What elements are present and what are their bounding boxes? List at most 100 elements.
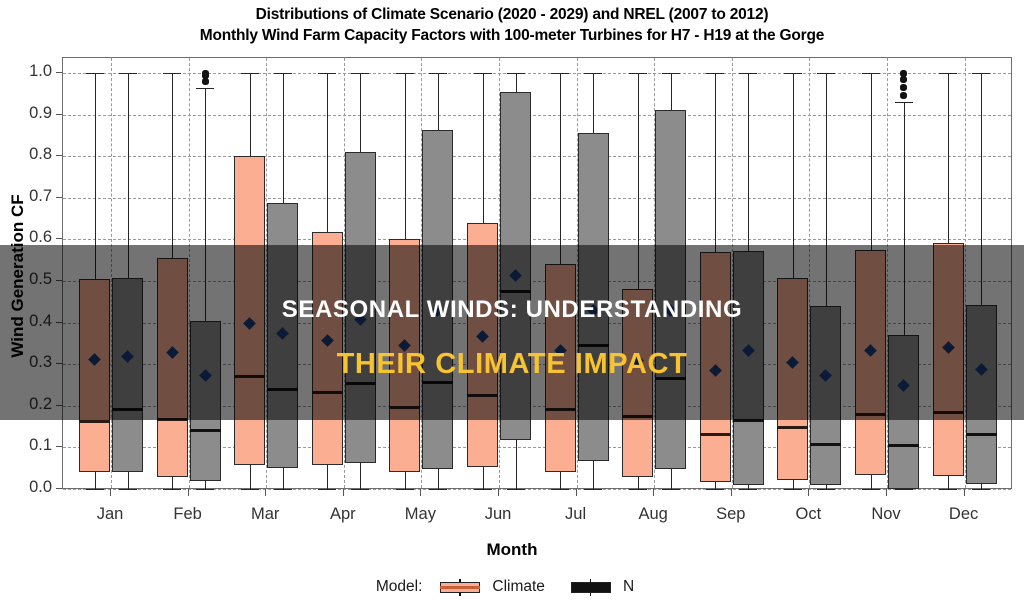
whisker-cap <box>706 489 725 490</box>
x-tick-label: Feb <box>173 505 202 523</box>
gridline-horizontal <box>63 73 1011 74</box>
whisker-cap <box>739 73 758 74</box>
y-tick-label: 0.2 <box>29 394 52 413</box>
outlier-point <box>201 69 209 77</box>
x-tick-mark <box>187 489 189 496</box>
x-tick-label: Mar <box>250 505 280 523</box>
x-tick-label: Aug <box>638 505 668 523</box>
whisker-cap <box>661 73 680 74</box>
median-line <box>810 442 842 446</box>
whisker-cap <box>428 489 447 490</box>
y-tick-mark <box>56 113 62 115</box>
x-tick-mark <box>653 489 655 496</box>
x-tick-label: Nov <box>871 505 901 523</box>
x-tick-label: Jun <box>484 505 512 523</box>
whisker-cap <box>85 489 104 490</box>
median-line <box>189 428 221 432</box>
box <box>965 304 997 484</box>
y-tick-mark <box>56 72 62 73</box>
whisker-cap <box>894 489 913 490</box>
whisker-cap <box>584 73 603 74</box>
x-tick-label: Jan <box>96 505 124 523</box>
chart-title: Distributions of Climate Scenario (2020 … <box>0 4 1024 46</box>
y-tick-label: 0.0 <box>29 478 52 496</box>
whisker-cap <box>395 489 414 490</box>
whisker-cap <box>783 73 802 74</box>
y-tick-label: 0.7 <box>29 186 52 205</box>
whisker-cap <box>428 73 447 74</box>
y-tick-label: 0.9 <box>29 103 52 122</box>
whisker-cap <box>783 489 802 490</box>
overlay-headline-line-1: SEASONAL WINDS: UNDERSTANDING <box>281 296 743 323</box>
whisker-cap <box>395 73 414 74</box>
whisker-cap <box>85 73 104 74</box>
whisker-cap <box>628 73 647 74</box>
median-line <box>888 443 919 447</box>
x-tick-label: Apr <box>329 505 356 523</box>
median-line <box>777 426 809 430</box>
whisker-cap <box>972 489 991 490</box>
whisker-cap <box>240 73 259 74</box>
legend-swatch-climate <box>440 578 481 596</box>
whisker-cap <box>861 73 880 74</box>
whisker-cap <box>196 87 215 89</box>
whisker-cap <box>551 489 570 490</box>
whisker-cap <box>706 73 725 74</box>
x-tick-label: Jul <box>565 505 587 523</box>
y-tick-mark <box>56 280 62 281</box>
whisker-cap <box>894 102 913 104</box>
whisker-cap <box>273 73 292 74</box>
whisker-cap <box>939 73 958 74</box>
x-tick-mark <box>730 489 732 496</box>
whisker-cap <box>318 489 337 490</box>
whisker-cap <box>473 73 492 74</box>
overlay-headline-line-2: THEIR CLIMATE IMPACT <box>336 348 688 380</box>
whisker-cap <box>551 73 570 74</box>
whisker-cap <box>473 489 492 490</box>
gridline-horizontal <box>63 156 1011 158</box>
whisker-cap <box>506 489 525 490</box>
whisker-cap <box>816 73 835 74</box>
median-line <box>732 418 764 422</box>
whisker-cap <box>661 489 680 490</box>
chart-title-line-1: Distributions of Climate Scenario (2020 … <box>255 6 769 23</box>
outlier-point <box>900 84 907 92</box>
legend: Model: Climate N <box>0 578 1024 596</box>
x-tick-label: May <box>404 505 436 523</box>
y-tick-label: 1.0 <box>29 62 52 80</box>
chart-title-line-2: Monthly Wind Farm Capacity Factors with … <box>199 27 825 44</box>
outlier-point <box>201 77 209 85</box>
x-tick-mark <box>886 489 887 496</box>
gridline-horizontal <box>63 239 1011 241</box>
whisker-cap <box>163 73 182 74</box>
plot-inner <box>63 58 1011 490</box>
y-tick-label: 0.5 <box>29 270 52 288</box>
median-line <box>79 419 110 423</box>
legend-title: Model: <box>375 578 423 595</box>
whisker-cap <box>628 489 647 490</box>
gridline-horizontal <box>63 197 1011 199</box>
x-tick-label: Oct <box>795 505 822 523</box>
whisker-cap <box>351 489 370 490</box>
x-tick-mark <box>575 489 577 496</box>
median-line <box>699 432 731 436</box>
x-tick-mark <box>265 489 267 496</box>
whisker-cap <box>861 489 880 490</box>
whisker-cap <box>273 489 292 490</box>
gridline-horizontal <box>63 489 1011 490</box>
whisker-cap <box>196 489 215 490</box>
gridline-horizontal <box>63 447 1011 449</box>
whisker-cap <box>351 73 370 74</box>
y-tick-mark <box>56 488 62 489</box>
whisker-cap <box>739 489 758 490</box>
whisker-cap <box>163 489 182 490</box>
outlier-point <box>900 75 907 83</box>
plot-area <box>62 57 1012 490</box>
whisker-cap <box>506 73 525 74</box>
legend-swatch-nrel <box>570 578 611 596</box>
boxplot-n-dec <box>63 58 1011 490</box>
whisker-cap <box>118 489 137 490</box>
y-tick-label: 0.1 <box>29 436 52 455</box>
whisker-cap <box>318 73 337 74</box>
